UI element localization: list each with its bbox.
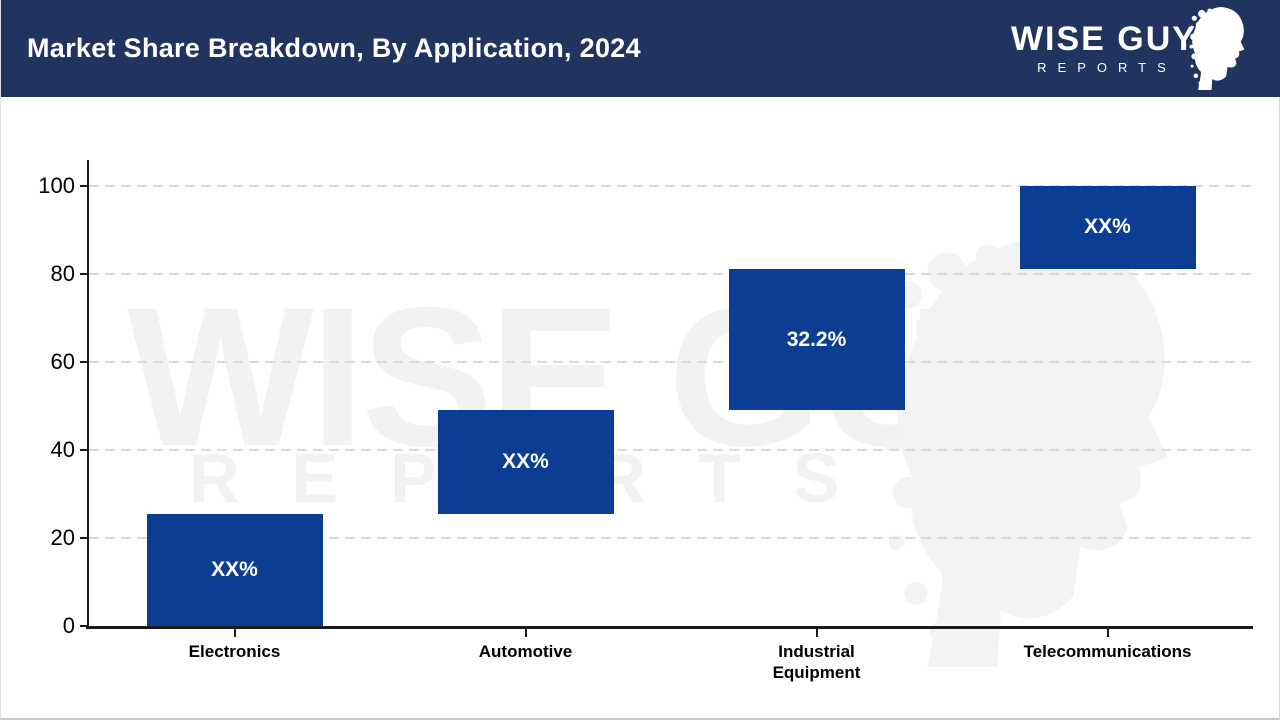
bar-telecommunications	[1019, 186, 1196, 269]
y-axis-tick	[80, 625, 88, 627]
x-axis-category-label: Electronics	[105, 641, 365, 662]
brand-head-icon	[1183, 4, 1255, 90]
y-axis-line	[87, 160, 89, 629]
y-axis-tick	[80, 537, 88, 539]
gridline	[89, 449, 1253, 451]
x-axis-category-line: Telecommunications	[1023, 642, 1192, 661]
x-axis-tick	[1106, 629, 1109, 637]
bar-value-label: XX%	[502, 450, 549, 474]
x-axis-category-line: Electronics	[188, 642, 281, 661]
header-bar: Market Share Breakdown, By Application, …	[1, 0, 1280, 97]
gridline	[89, 361, 1253, 363]
x-axis-tick	[815, 629, 818, 637]
y-axis-tick	[80, 273, 88, 275]
watermark-head-icon	[881, 218, 1191, 670]
bar-value-label: 32.2%	[786, 327, 847, 351]
y-axis-tick-label: 80	[50, 261, 75, 286]
y-axis-tick	[80, 449, 88, 451]
brand-logo-text: WISE GUY REPORTS	[1011, 22, 1197, 75]
bar-automotive	[437, 410, 614, 514]
x-axis-category-line: Equipment	[772, 663, 861, 682]
y-axis-tick-label: 0	[62, 613, 75, 638]
y-axis-tick-label: 60	[50, 349, 75, 374]
bar-value-label: XX%	[211, 557, 258, 581]
x-axis-category-label: Industrial Equipment	[687, 641, 947, 683]
x-axis-tick	[233, 629, 236, 637]
y-axis-tick	[80, 361, 88, 363]
brand-logo-line1: WISE GUY	[1010, 20, 1197, 58]
y-axis-tick-label: 20	[50, 525, 75, 550]
x-axis-category-label: Telecommunications	[978, 641, 1238, 662]
brand-logo-line2: REPORTS	[1037, 60, 1177, 75]
gridline	[89, 273, 1253, 275]
page-title: Market Share Breakdown, By Application, …	[27, 33, 641, 63]
x-axis-category-label: Automotive	[396, 641, 656, 662]
x-axis-line	[86, 626, 1253, 629]
brand-logo: WISE GUY REPORTS	[1011, 8, 1255, 90]
gridline	[89, 537, 1253, 539]
x-axis-category-line: Industrial	[778, 642, 855, 661]
x-axis-category-line: Automotive	[478, 642, 573, 661]
y-axis-tick	[80, 185, 88, 187]
y-axis-tick-label: 100	[38, 173, 75, 198]
bar-value-label: XX%	[1084, 215, 1131, 239]
bar-industrial	[728, 268, 905, 411]
gridline	[89, 185, 1253, 187]
y-axis-tick-label: 40	[50, 437, 75, 462]
bar-electronics	[146, 513, 323, 626]
x-axis-tick	[524, 629, 527, 637]
